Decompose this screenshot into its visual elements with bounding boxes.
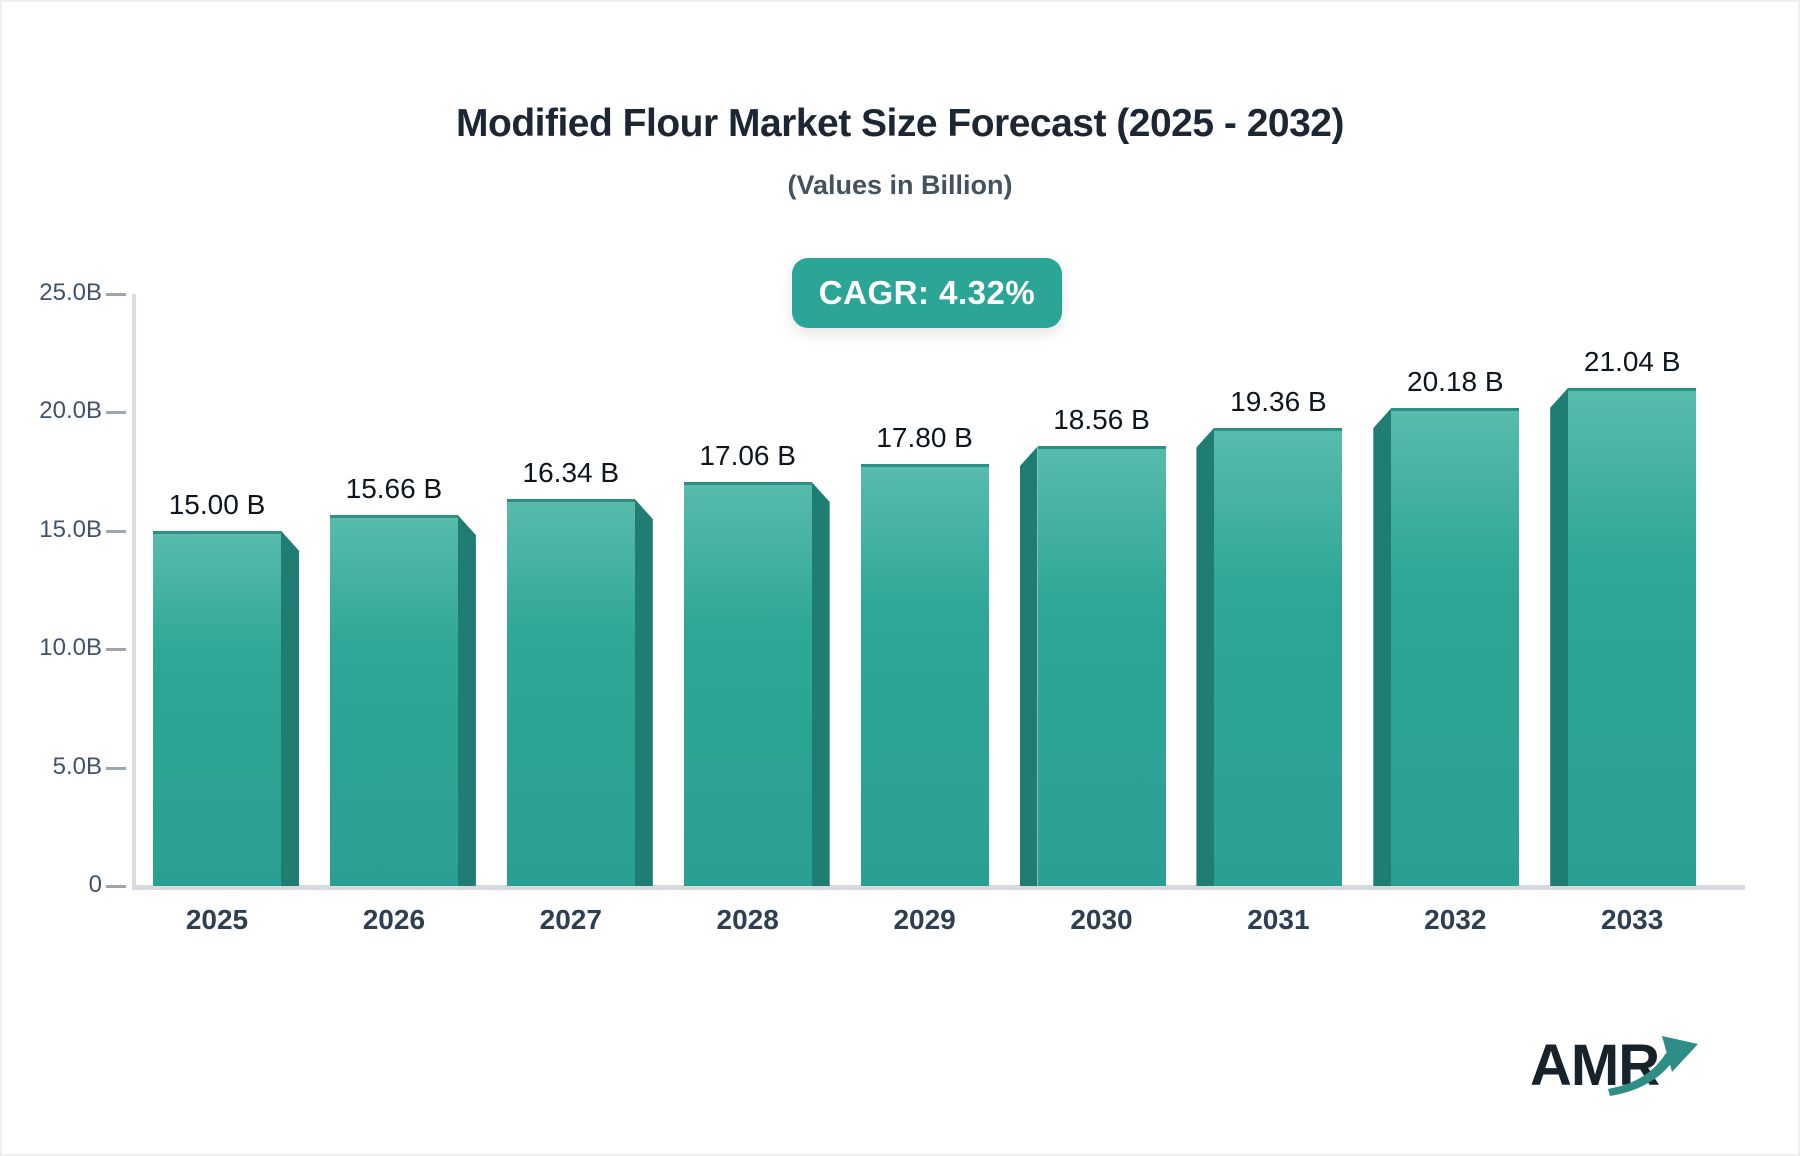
x-tick-label-2026: 2026 [362, 904, 426, 935]
y-tick-label: 10.0B [39, 634, 102, 662]
x-tick-label-2029: 2029 [893, 904, 956, 935]
y-tick-label: 0 [88, 871, 102, 898]
bar-side-face [634, 499, 653, 886]
bar-side-face [1196, 427, 1215, 886]
bar-2033 [1568, 387, 1697, 886]
bar-2029 [860, 464, 989, 886]
bar-value-label: 15.66 B [345, 473, 443, 505]
y-tick-mark [106, 766, 126, 770]
y-tick-mark [106, 648, 126, 652]
bar-side-face [1019, 446, 1038, 886]
bar-2032 [1391, 408, 1520, 886]
bar-2025 [153, 530, 281, 886]
bar-value-label: 21.04 B [1583, 345, 1681, 377]
bar-value-label: 16.34 B [522, 457, 620, 489]
x-tick-label-2027: 2027 [539, 904, 602, 935]
x-tick-label-2028: 2028 [716, 904, 779, 935]
x-tick-label-2031: 2031 [1247, 904, 1310, 935]
x-tick-label-2032: 2032 [1424, 904, 1487, 935]
bar-side-face [457, 515, 476, 886]
y-tick-label: 20.0B [39, 397, 102, 425]
bar-value-label: 15.00 B [168, 488, 266, 520]
bar-side-face [1373, 408, 1392, 886]
y-tick-label: 5.0B [52, 752, 102, 780]
bar-2030 [1037, 446, 1166, 886]
amr-logo: AMR [1530, 1030, 1710, 1110]
bar-2028 [683, 482, 812, 886]
bar-side-face [1550, 387, 1569, 886]
x-tick-label-2025: 2025 [185, 904, 249, 935]
bar-side-face [281, 530, 299, 886]
x-axis-line [132, 885, 1745, 890]
growth-arrow-icon [1608, 1036, 1698, 1096]
chart-title: Modified Flour Market Size Forecast (202… [456, 102, 1344, 145]
bar-2027 [506, 499, 635, 886]
cagr-badge: CAGR: 4.32% [792, 258, 1062, 328]
y-tick-mark [106, 411, 126, 415]
bar-value-label: 20.18 B [1407, 366, 1504, 398]
chart-subtitle: (Values in Billion) [787, 170, 1013, 200]
y-axis-line [132, 294, 136, 890]
bar-2031 [1214, 427, 1343, 886]
x-tick-label-2033: 2033 [1601, 904, 1664, 935]
bar-value-label: 18.56 B [1053, 404, 1150, 436]
y-tick-mark [106, 529, 126, 533]
y-tick-label: 15.0B [39, 515, 102, 543]
bar-value-label: 17.80 B [876, 422, 973, 454]
bar-value-label: 17.06 B [699, 440, 796, 472]
cagr-badge-label: CAGR: 4.32% [818, 274, 1036, 311]
y-tick-label: 25.0B [39, 279, 102, 306]
x-tick-label-2030: 2030 [1070, 904, 1133, 935]
bar-value-label: 19.36 B [1230, 385, 1327, 417]
bar-side-face [811, 482, 830, 886]
bar-2026 [329, 515, 458, 886]
y-tick-mark [106, 293, 126, 296]
y-tick-mark [106, 885, 126, 888]
